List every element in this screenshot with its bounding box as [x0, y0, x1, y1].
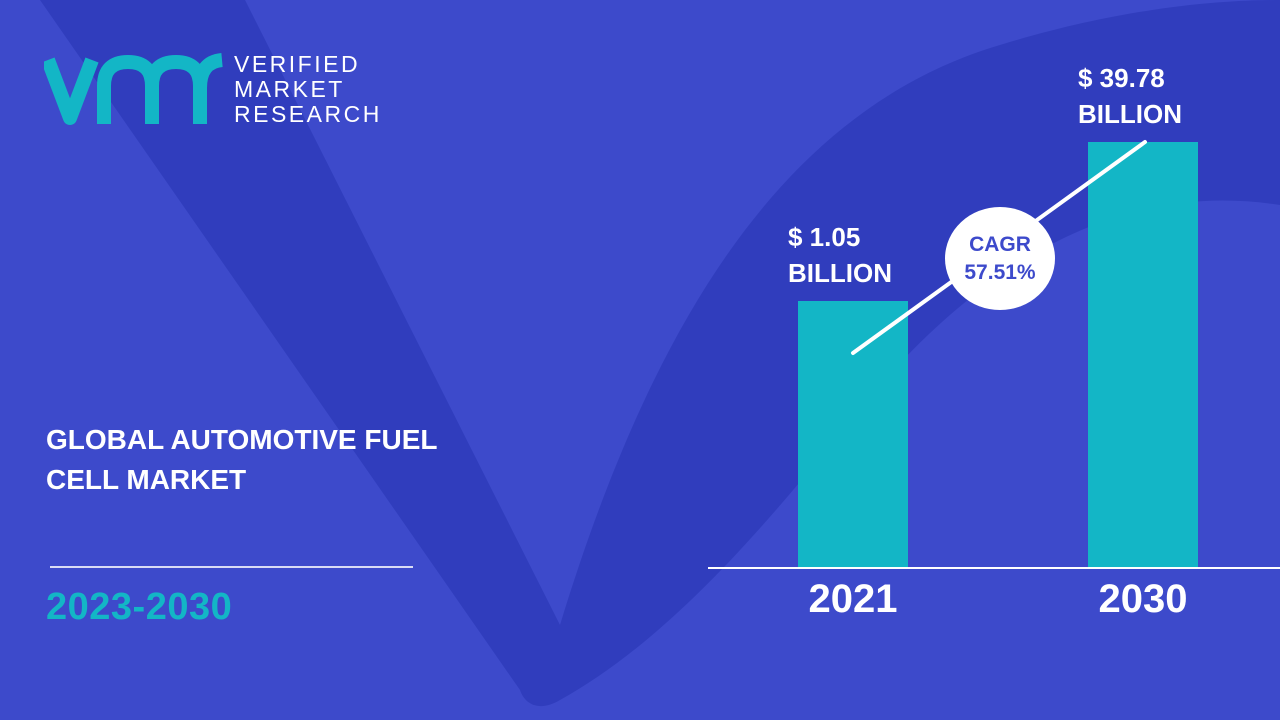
brand-line-3: RESEARCH	[234, 101, 382, 127]
bar-value-label-2021: $ 1.05 BILLION	[788, 219, 892, 291]
forecast-period: 2023-2030	[46, 586, 233, 628]
brand-line-2: MARKET	[234, 76, 345, 102]
cagr-label: CAGR	[969, 232, 1031, 256]
bar-value-amount: $ 1.05	[788, 222, 861, 252]
bar-value-label-2030: $ 39.78 BILLION	[1078, 60, 1182, 132]
background-v-shape	[40, 0, 1280, 707]
bar-2021	[798, 301, 908, 567]
brand-line-1: VERIFIED	[234, 51, 361, 77]
title-divider	[50, 566, 413, 568]
x-tick-label-2021: 2021	[808, 577, 898, 621]
brand-wordmark: VERIFIED MARKET RESEARCH	[234, 52, 382, 127]
x-tick-label-2030: 2030	[1098, 577, 1188, 621]
cagr-badge: CAGR 57.51%	[945, 207, 1055, 310]
bar-value-unit: BILLION	[788, 258, 892, 288]
report-title: GLOBAL AUTOMOTIVE FUEL CELL MARKET	[46, 424, 437, 495]
bar-value-amount: $ 39.78	[1078, 63, 1165, 93]
bar-value-unit: BILLION	[1078, 99, 1182, 129]
vmr-logo-icon	[44, 53, 224, 125]
cagr-value: 57.51%	[964, 260, 1036, 284]
bar-2030	[1088, 142, 1198, 567]
